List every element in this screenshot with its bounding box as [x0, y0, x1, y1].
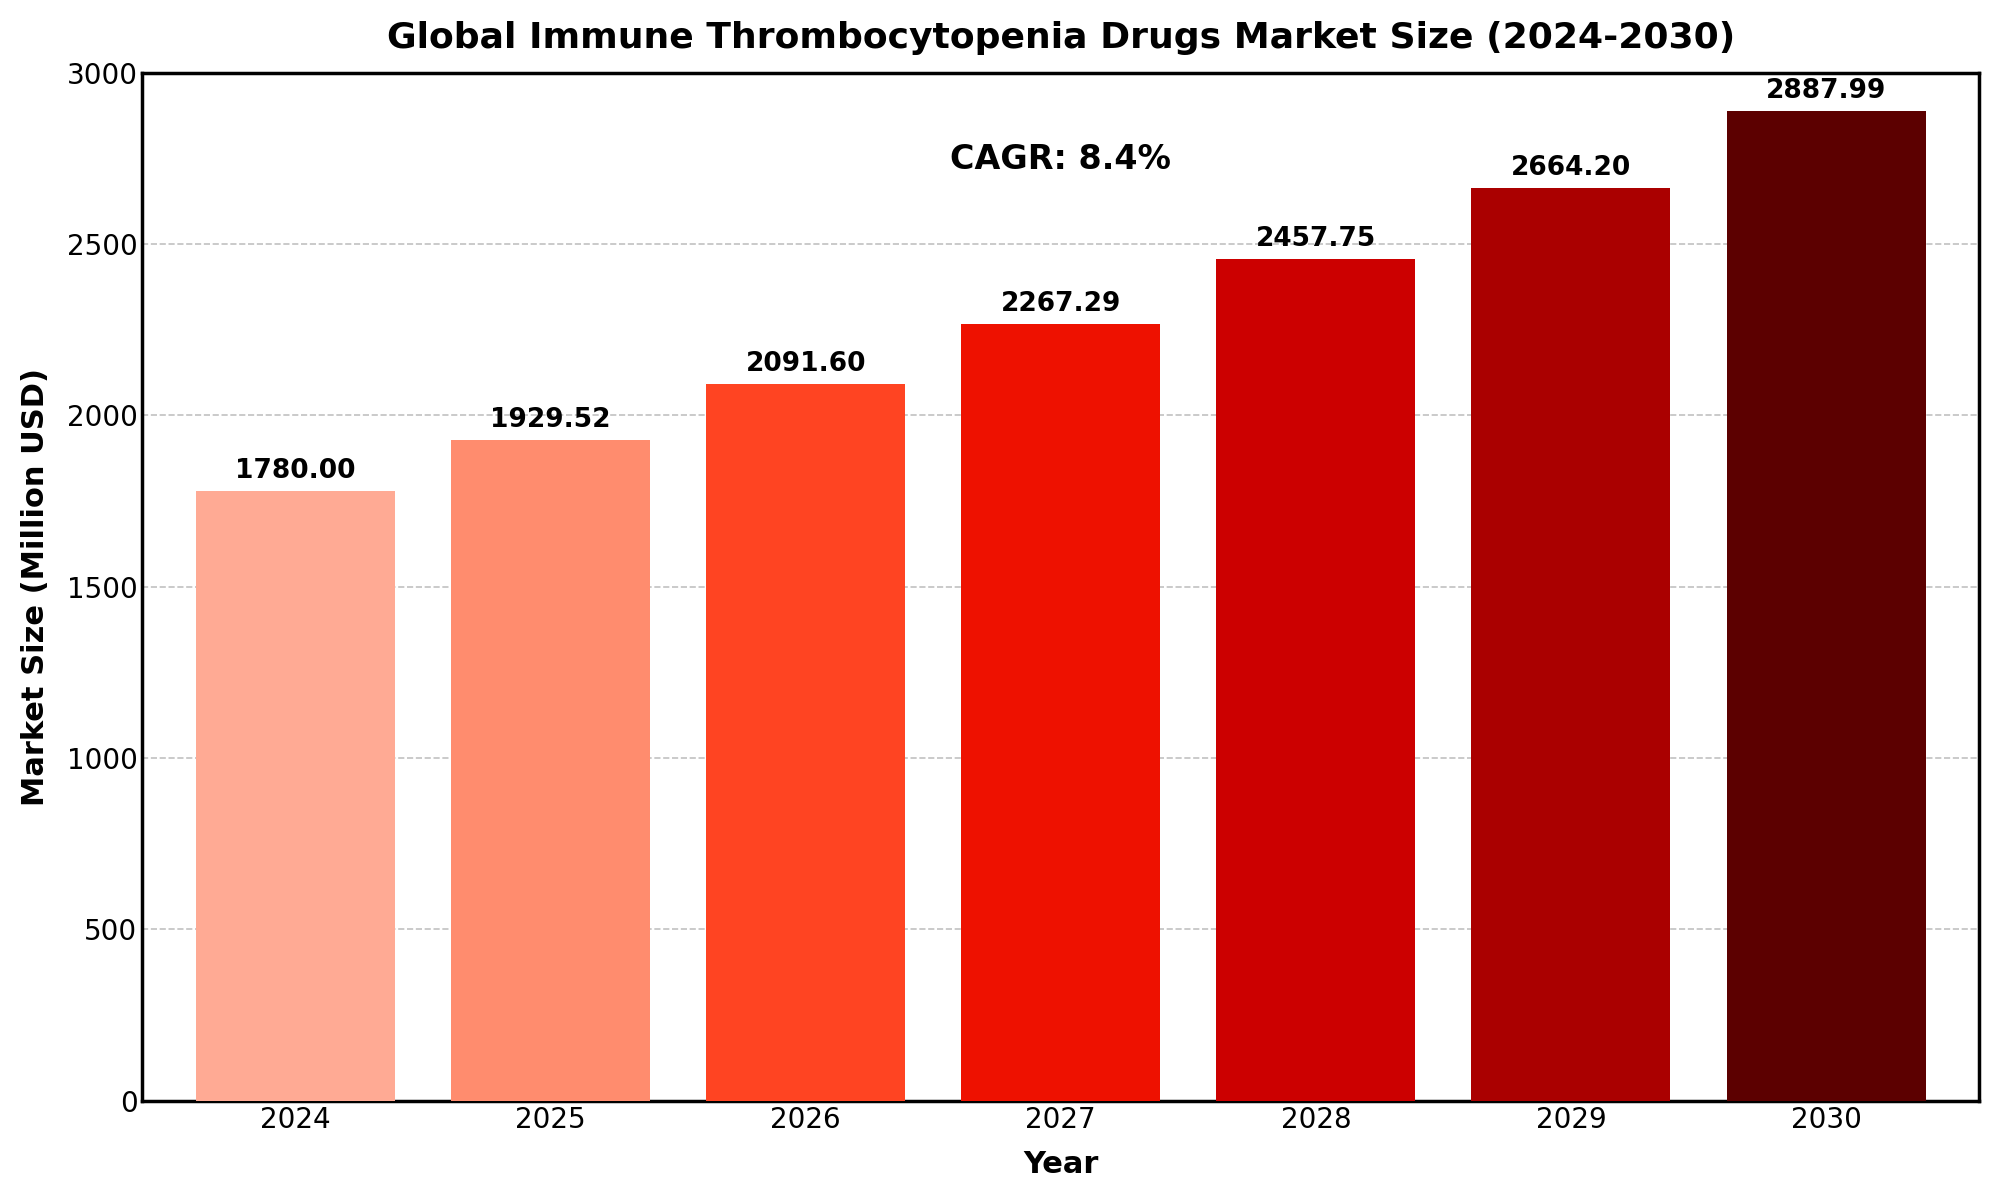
Text: 1780.00: 1780.00 — [236, 458, 356, 484]
Bar — [962, 324, 1160, 1100]
Title: Global Immune Thrombocytopenia Drugs Market Size (2024-2030): Global Immune Thrombocytopenia Drugs Mar… — [386, 20, 1734, 55]
Text: 1929.52: 1929.52 — [490, 407, 610, 433]
Text: 2887.99: 2887.99 — [1766, 78, 1886, 104]
Bar — [452, 439, 650, 1100]
Text: 2091.60: 2091.60 — [746, 352, 866, 377]
Bar — [196, 491, 394, 1100]
Text: 2664.20: 2664.20 — [1510, 155, 1632, 181]
Text: 2457.75: 2457.75 — [1256, 226, 1376, 252]
X-axis label: Year: Year — [1024, 1150, 1098, 1180]
Bar — [1216, 259, 1416, 1100]
Bar — [706, 384, 906, 1100]
Text: 2267.29: 2267.29 — [1000, 292, 1120, 317]
Bar — [1726, 112, 1926, 1100]
Bar — [1472, 188, 1670, 1100]
Text: CAGR: 8.4%: CAGR: 8.4% — [950, 143, 1172, 175]
Y-axis label: Market Size (Million USD): Market Size (Million USD) — [20, 367, 50, 805]
